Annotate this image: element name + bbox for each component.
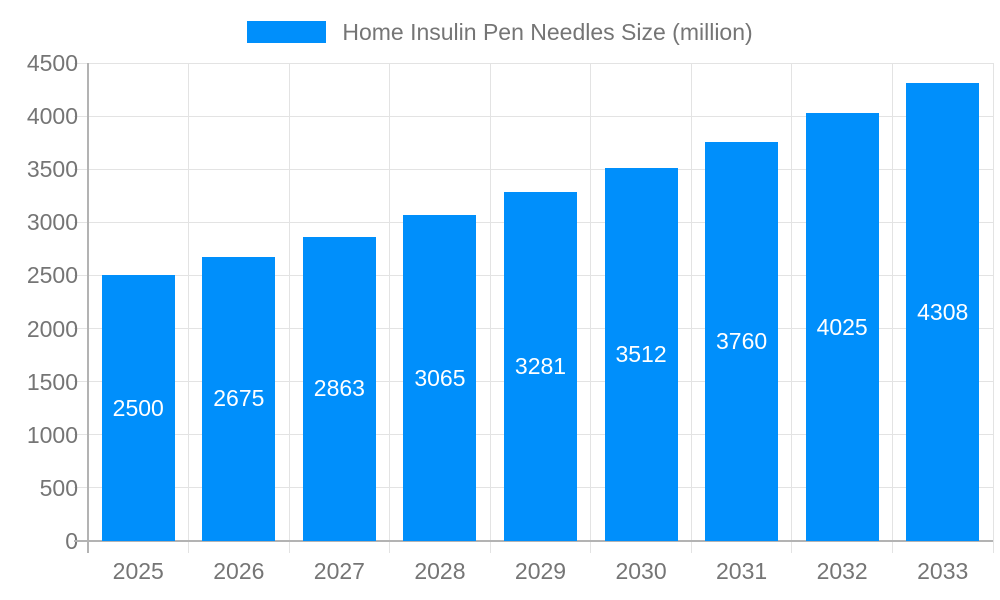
bar-value-label: 3512 [615,340,667,367]
y-axis-line [87,63,89,553]
x-axis-tick [288,541,290,553]
gridline-vertical [992,63,994,541]
bar-value-label: 2863 [313,375,365,402]
gridline-vertical [489,63,491,541]
bar-value-label: 4025 [816,313,868,340]
gridline-vertical [891,63,893,541]
bar[interactable]: 3512 [604,167,678,541]
bar[interactable]: 4025 [805,113,879,541]
x-axis-tick [891,541,893,553]
y-axis-label: 4000 [26,103,78,130]
bar[interactable]: 3281 [504,192,577,541]
legend-swatch [247,21,327,43]
y-axis-tick [74,168,88,170]
gridline-horizontal [88,168,993,170]
x-axis-label: 2031 [716,558,768,584]
x-axis-tick [389,541,391,553]
bar-value-label: 4308 [917,298,969,325]
y-axis-tick [74,328,88,330]
x-axis-line [74,540,993,542]
y-axis-label: 2000 [26,315,78,342]
bar-value-label: 3281 [514,353,567,380]
y-axis-tick [74,487,88,489]
x-axis-tick [992,541,994,553]
y-axis-label: 1500 [26,368,78,395]
x-axis-label: 2028 [414,558,466,584]
bar[interactable]: 3065 [403,215,477,541]
bar[interactable]: 2500 [101,275,175,541]
bar-value-label: 2500 [112,394,164,421]
x-axis-label: 2030 [615,558,667,584]
bar[interactable]: 2675 [202,256,276,541]
y-axis-tick [74,381,88,383]
y-axis-tick [74,274,88,276]
bar[interactable]: 2863 [302,236,376,541]
gridline-vertical [791,63,793,541]
gridline-vertical [288,63,290,541]
x-axis-tick [690,541,692,553]
bar-value-label: 2675 [213,385,265,412]
y-axis-tick [74,434,88,436]
y-axis-label: 500 [39,474,78,501]
gridline-vertical [188,63,190,541]
bar[interactable]: 4308 [906,83,980,541]
y-axis-tick [74,221,88,223]
x-axis-tick [791,541,793,553]
y-axis-label: 0 [65,528,78,554]
x-axis-label: 2029 [514,558,567,584]
y-axis-label: 3000 [26,209,78,236]
y-axis-label: 2500 [26,262,78,289]
bar[interactable]: 3760 [705,141,779,541]
legend[interactable]: Home Insulin Pen Needles Size (million) [0,19,1000,45]
x-axis-tick [188,541,190,553]
x-axis-tick [489,541,491,553]
gridline-vertical [690,63,692,541]
y-axis-tick [74,62,88,64]
y-axis-label: 4500 [26,50,78,76]
x-axis-label: 2027 [313,558,365,584]
y-axis-tick [74,115,88,117]
y-axis-label: 3500 [26,156,78,183]
gridline-vertical [389,63,391,541]
gridline-horizontal [88,115,993,117]
bar-value-label: 3760 [716,327,768,354]
legend-label: Home Insulin Pen Needles Size (million) [342,19,753,45]
x-axis-label: 2026 [213,558,265,584]
gridline-vertical [590,63,592,541]
x-axis-label: 2033 [917,558,969,584]
y-axis-label: 1000 [26,421,78,448]
x-axis-tick [590,541,592,553]
gridline-horizontal [88,62,993,64]
x-axis-label: 2025 [112,558,164,584]
bar-value-label: 3065 [414,364,466,391]
x-axis-label: 2032 [816,558,868,584]
